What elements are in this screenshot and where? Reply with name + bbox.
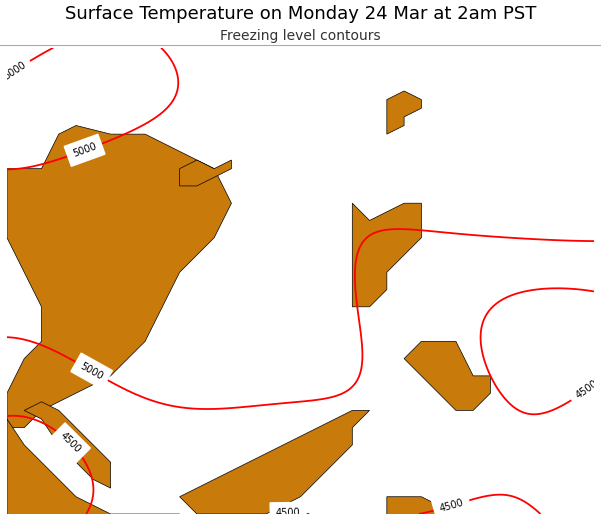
Text: Surface Temperature on Monday 24 Mar at 2am PST: Surface Temperature on Monday 24 Mar at …: [65, 5, 536, 23]
Text: 4500: 4500: [574, 378, 600, 401]
Text: 4500: 4500: [438, 498, 465, 514]
Text: 4500: 4500: [276, 508, 300, 514]
Text: 5000: 5000: [79, 361, 105, 381]
Polygon shape: [24, 402, 111, 488]
Polygon shape: [7, 419, 180, 514]
Polygon shape: [7, 125, 231, 428]
Polygon shape: [180, 410, 370, 514]
Polygon shape: [404, 341, 490, 410]
Text: 5000: 5000: [1, 60, 28, 82]
Text: 5000: 5000: [72, 141, 98, 159]
Polygon shape: [352, 203, 421, 307]
Text: Freezing level contours: Freezing level contours: [220, 29, 381, 43]
Polygon shape: [180, 160, 231, 186]
Polygon shape: [387, 91, 421, 134]
Polygon shape: [387, 497, 473, 514]
Text: 4500: 4500: [58, 431, 82, 455]
